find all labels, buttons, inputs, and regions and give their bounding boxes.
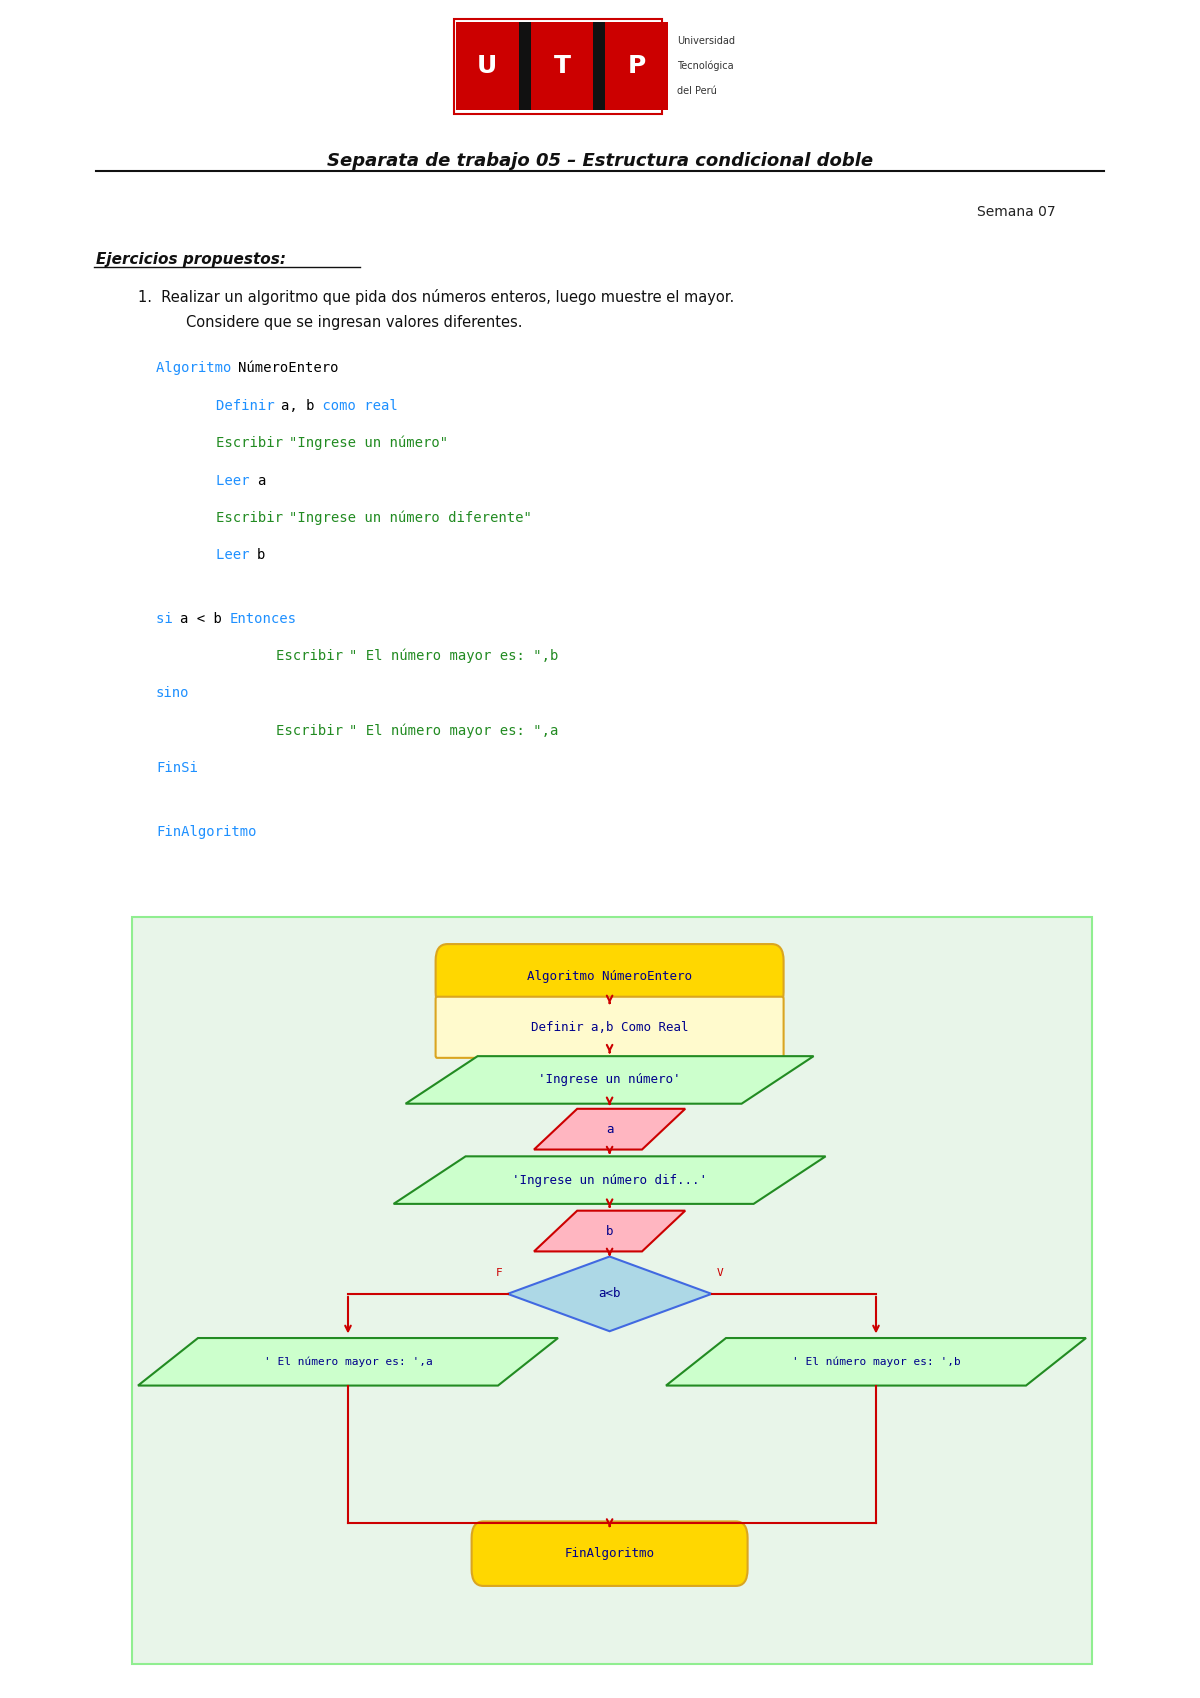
Polygon shape xyxy=(534,1211,685,1251)
Polygon shape xyxy=(666,1338,1086,1386)
Text: sino: sino xyxy=(156,686,190,701)
FancyBboxPatch shape xyxy=(518,22,530,110)
Text: FinAlgoritmo: FinAlgoritmo xyxy=(565,1547,655,1560)
FancyBboxPatch shape xyxy=(593,22,605,110)
Text: 1.  Realizar un algoritmo que pida dos números enteros, luego muestre el mayor.: 1. Realizar un algoritmo que pida dos nú… xyxy=(138,289,734,306)
Text: a: a xyxy=(606,1122,613,1136)
FancyBboxPatch shape xyxy=(472,1521,748,1586)
Polygon shape xyxy=(508,1257,712,1331)
Text: U: U xyxy=(478,54,498,78)
FancyBboxPatch shape xyxy=(436,997,784,1058)
Text: Algoritmo NúmeroEntero: Algoritmo NúmeroEntero xyxy=(527,970,692,983)
Text: Leer: Leer xyxy=(216,548,258,562)
Text: b: b xyxy=(606,1224,613,1238)
FancyBboxPatch shape xyxy=(132,917,1092,1664)
Text: Escribir: Escribir xyxy=(216,436,292,450)
FancyBboxPatch shape xyxy=(436,944,784,1009)
Text: ' El número mayor es: ',a: ' El número mayor es: ',a xyxy=(264,1357,432,1367)
Text: Definir: Definir xyxy=(216,399,283,413)
Text: Considere que se ingresan valores diferentes.: Considere que se ingresan valores difere… xyxy=(186,316,522,329)
Text: T: T xyxy=(553,54,570,78)
Text: a < b: a < b xyxy=(180,611,230,627)
Text: Escribir: Escribir xyxy=(216,511,292,525)
Text: a: a xyxy=(257,474,265,487)
Text: si: si xyxy=(156,611,181,627)
Text: Tecnológica: Tecnológica xyxy=(677,61,734,71)
Text: F: F xyxy=(496,1268,503,1279)
Text: NúmeroEntero: NúmeroEntero xyxy=(238,362,338,375)
Text: 'Ingrese un número': 'Ingrese un número' xyxy=(539,1073,680,1087)
Text: a, b: a, b xyxy=(281,399,314,413)
Polygon shape xyxy=(406,1056,814,1104)
Text: Universidad: Universidad xyxy=(677,36,736,46)
Polygon shape xyxy=(394,1156,826,1204)
Text: "Ingrese un número": "Ingrese un número" xyxy=(289,436,449,450)
Text: 'Ingrese un número dif...': 'Ingrese un número dif...' xyxy=(512,1173,707,1187)
Text: FinSi: FinSi xyxy=(156,761,198,776)
Text: P: P xyxy=(628,54,646,78)
Text: FinAlgoritmo: FinAlgoritmo xyxy=(156,825,257,839)
Text: Definir a,b Como Real: Definir a,b Como Real xyxy=(530,1020,689,1034)
Text: V: V xyxy=(716,1268,724,1279)
Text: " El número mayor es: ",a: " El número mayor es: ",a xyxy=(349,723,559,739)
Text: Leer: Leer xyxy=(216,474,258,487)
Text: Entonces: Entonces xyxy=(229,611,296,627)
Text: "Ingrese un número diferente": "Ingrese un número diferente" xyxy=(289,511,533,525)
Text: b: b xyxy=(257,548,265,562)
Text: como real: como real xyxy=(314,399,397,413)
Text: del Perú: del Perú xyxy=(677,87,718,97)
Text: ' El número mayor es: ',b: ' El número mayor es: ',b xyxy=(792,1357,960,1367)
Text: Separata de trabajo 05 – Estructura condicional doble: Separata de trabajo 05 – Estructura cond… xyxy=(326,153,874,170)
Text: Ejercicios propuestos:: Ejercicios propuestos: xyxy=(96,253,286,267)
FancyBboxPatch shape xyxy=(605,22,668,110)
Text: " El número mayor es: ",b: " El número mayor es: ",b xyxy=(349,649,559,664)
FancyBboxPatch shape xyxy=(530,22,593,110)
Polygon shape xyxy=(534,1109,685,1150)
Text: a<b: a<b xyxy=(599,1287,620,1301)
Text: Algoritmo: Algoritmo xyxy=(156,362,240,375)
FancyBboxPatch shape xyxy=(456,22,518,110)
Text: Semana 07: Semana 07 xyxy=(977,205,1056,219)
Text: Escribir: Escribir xyxy=(276,649,352,664)
Text: Escribir: Escribir xyxy=(276,723,352,739)
Polygon shape xyxy=(138,1338,558,1386)
